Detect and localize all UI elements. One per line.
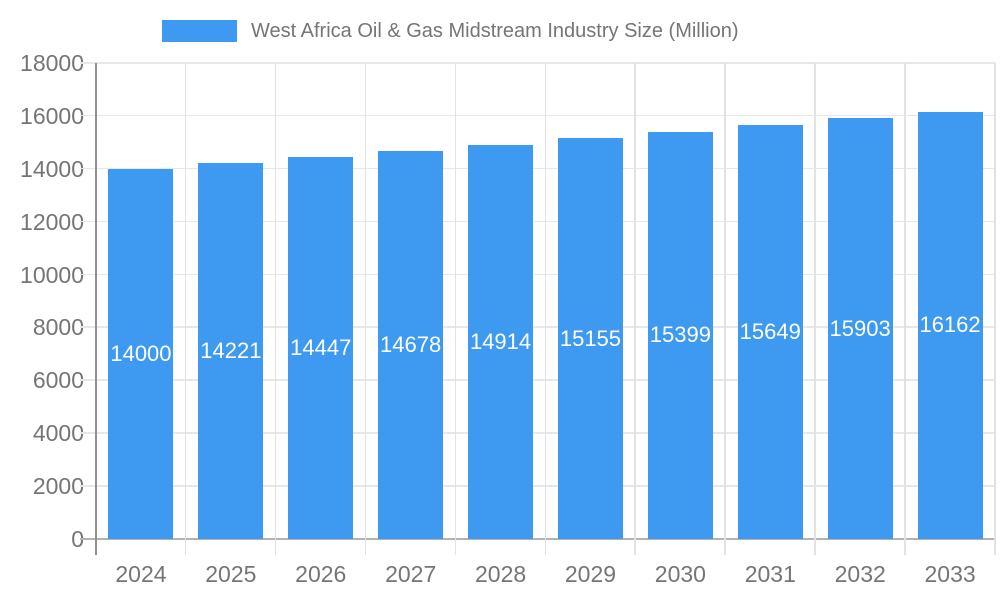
x-gridline (274, 63, 277, 555)
y-axis-tick (80, 220, 96, 223)
x-tick-label: 2030 (654, 561, 706, 587)
y-axis-line (95, 63, 97, 555)
y-tick-label: 6000 (32, 367, 84, 394)
bar: 16162 (917, 111, 983, 539)
bar-value-label: 14914 (469, 328, 532, 354)
x-tick-label: 2028 (474, 561, 527, 587)
y-tick-label: 8000 (32, 314, 84, 341)
y-tick-label: 16000 (20, 102, 84, 129)
bar: 14678 (378, 150, 444, 539)
x-tick-label: 2029 (564, 561, 617, 587)
bar-value-label: 15903 (829, 315, 891, 341)
chart-title: West Africa Oil & Gas Midstream Industry… (251, 19, 739, 42)
bar-value-label: 14221 (200, 337, 262, 363)
x-tick-label: 2033 (924, 561, 976, 587)
y-axis-tick (80, 167, 96, 170)
y-tick-label: 14000 (20, 155, 84, 182)
x-tick-label: 2032 (834, 561, 886, 587)
x-gridline (454, 63, 457, 555)
y-tick-label: 18000 (20, 50, 84, 76)
y-tick-label: 12000 (20, 208, 84, 235)
legend-swatch (162, 20, 237, 42)
bar: 14000 (108, 168, 174, 539)
x-axis-baseline (80, 538, 995, 540)
bar-value-label: 14447 (290, 334, 352, 360)
bar: 15649 (737, 125, 803, 539)
x-tick-label: 2024 (115, 561, 167, 587)
bar-value-label: 15649 (739, 319, 801, 345)
plot-area: 14000 14221 14447 14678 14914 15155 15399 15649… (80, 62, 996, 555)
y-gridline (96, 62, 995, 64)
x-tick-label: 2026 (295, 561, 347, 587)
x-gridline (814, 63, 816, 555)
y-axis-tick (80, 485, 96, 487)
bar-value-label: 15155 (559, 325, 622, 351)
y-tick-label: 10000 (20, 261, 84, 288)
x-tick-label: 2025 (205, 561, 257, 587)
bar-value-label: 15399 (649, 322, 711, 348)
x-gridline (994, 63, 996, 555)
bar: 14221 (198, 162, 264, 539)
x-gridline (904, 63, 906, 555)
y-tick-label: 0 (71, 526, 84, 552)
y-tick-label: 2000 (32, 473, 84, 500)
bar-value-label: 14000 (110, 340, 172, 366)
y-axis-tick (80, 273, 96, 276)
y-axis-tick (80, 62, 96, 64)
y-axis-tick (80, 379, 96, 381)
y-axis-tick (80, 326, 96, 328)
y-axis-tick (80, 432, 96, 434)
bar: 15399 (647, 131, 713, 539)
bar-value-label: 14678 (380, 331, 442, 357)
x-axis-labels: 2024 2025 2026 2027 2028 2029 2030 2031 2032 2033 (96, 558, 995, 590)
bar: 15903 (827, 118, 893, 539)
x-tick-label: 2027 (385, 561, 437, 587)
y-axis-tick (80, 114, 96, 117)
x-tick-label: 2031 (744, 561, 796, 587)
bar: 15155 (557, 138, 623, 539)
bar-value-label: 16162 (919, 312, 981, 338)
x-gridline (364, 63, 367, 555)
x-gridline (544, 63, 546, 555)
x-gridline (724, 63, 726, 555)
legend: West Africa Oil & Gas Midstream Industry… (162, 17, 739, 45)
y-tick-label: 4000 (32, 420, 84, 447)
bar: 14914 (468, 144, 534, 539)
x-gridline (634, 63, 636, 555)
bar: 14447 (288, 156, 354, 539)
x-gridline (184, 63, 187, 555)
